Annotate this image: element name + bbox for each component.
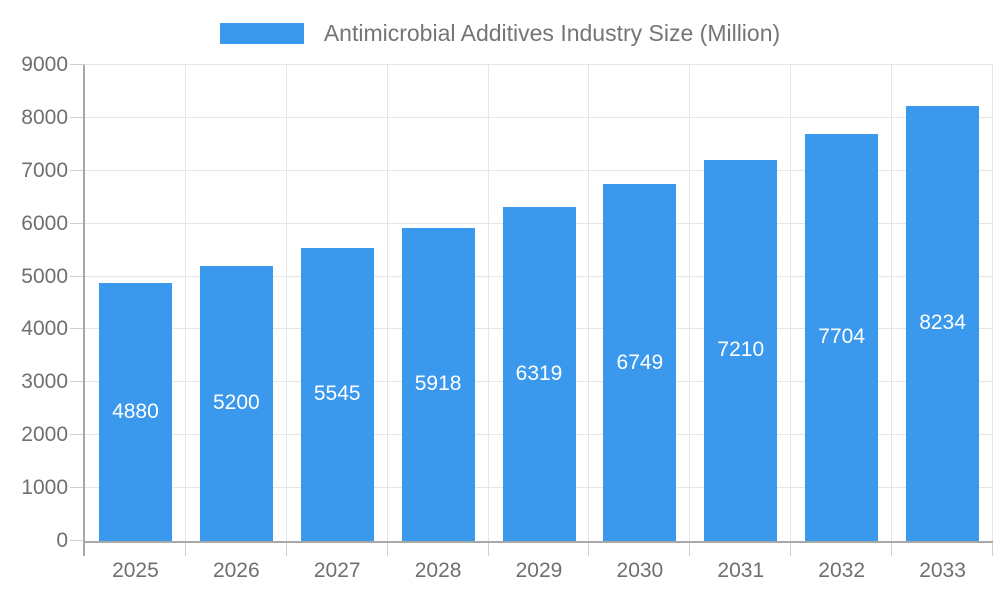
x-tick [386,543,388,556]
y-tick [70,328,85,330]
bar-2026[interactable]: 5200 [199,265,273,541]
y-tick [70,540,85,541]
y-tick [70,169,85,171]
y-axis-line [83,65,85,556]
x-tick [689,543,691,556]
bar-2027[interactable]: 5545 [300,247,374,541]
x-gridline [689,65,691,541]
y-tick [70,64,85,65]
bar-value-label: 4880 [112,399,159,423]
x-gridline [386,65,388,541]
bar-value-label: 5545 [313,382,361,406]
x-axis-label: 2027 [313,559,361,582]
legend-label: Antimicrobial Additives Industry Size (M… [323,19,781,46]
y-tick [70,434,85,436]
x-axis-label: 2028 [414,559,462,582]
x-tick [285,543,287,556]
bar-2031[interactable]: 7210 [704,159,778,541]
x-gridline [487,65,489,541]
legend[interactable]: Antimicrobial Additives Industry Size (M… [0,18,1000,48]
y-axis-label: 5000 [21,264,68,288]
x-gridline [790,65,792,541]
y-tick [70,487,85,489]
x-tick [790,543,792,556]
x-tick [992,543,993,556]
y-tick [70,116,85,118]
x-axis-label: 2033 [919,559,966,582]
y-axis-label: 7000 [21,158,68,182]
bar-2028[interactable]: 5918 [401,228,475,541]
x-axis-label: 2025 [112,559,159,582]
x-tick [184,543,186,556]
bar-2030[interactable]: 6749 [603,184,677,541]
y-gridline [85,169,993,171]
y-axis-label: 3000 [21,370,68,394]
y-axis-label: 2000 [21,423,68,447]
bar-2032[interactable]: 7704 [805,133,879,541]
y-tick [70,222,85,224]
x-tick [588,543,590,556]
x-axis-label: 2029 [515,559,563,582]
y-axis-label: 9000 [21,53,68,76]
y-axis-label: 0 [56,529,68,552]
y-tick [70,381,85,383]
bar-value-label: 5200 [212,391,260,415]
y-axis-label: 6000 [21,211,68,235]
bar-2029[interactable]: 6319 [502,206,576,541]
x-axis-label: 2031 [717,559,765,582]
y-gridline [85,64,993,65]
bar-value-label: 7704 [818,325,866,349]
bar-2033[interactable]: 8234 [906,105,980,541]
bar-value-label: 6749 [616,350,664,374]
y-axis-label: 1000 [21,476,68,500]
x-tick [891,543,893,556]
x-axis-line [85,541,993,543]
y-gridline [85,116,993,118]
bar-value-label: 5918 [414,372,462,396]
bar-value-label: 8234 [919,311,966,335]
bar-value-label: 7210 [717,338,765,362]
x-axis-label: 2026 [212,559,260,582]
x-axis-label: 2032 [818,559,866,582]
x-gridline [184,65,186,541]
x-gridline [992,65,993,541]
y-axis-label: 8000 [21,105,68,129]
y-axis-label: 4000 [21,317,68,341]
x-gridline [891,65,893,541]
x-gridline [588,65,590,541]
x-tick [487,543,489,556]
legend-swatch[interactable] [219,22,304,44]
x-axis-label: 2030 [616,559,664,582]
bar-2025[interactable]: 4880 [98,282,172,541]
bar-value-label: 6319 [515,361,563,385]
y-tick [70,275,85,277]
x-gridline [285,65,287,541]
